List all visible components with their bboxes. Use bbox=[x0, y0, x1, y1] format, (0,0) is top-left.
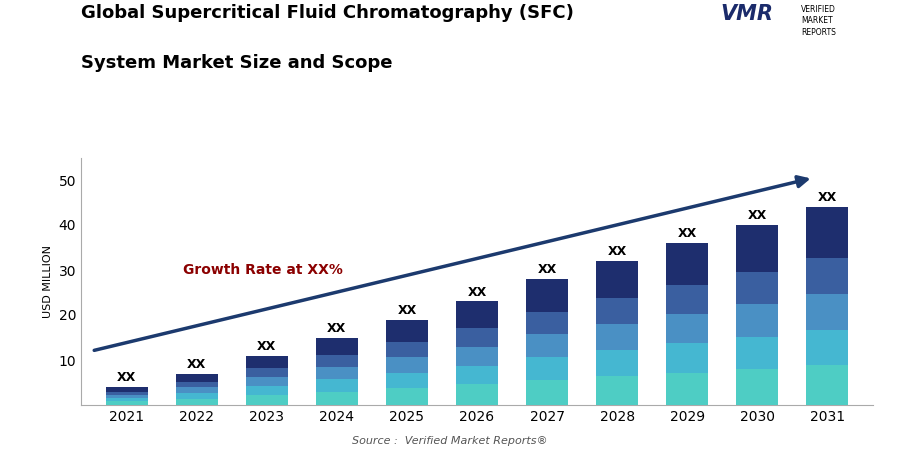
Bar bbox=[176, 387, 218, 393]
Bar bbox=[456, 302, 498, 328]
Text: XX: XX bbox=[537, 263, 557, 276]
Bar bbox=[456, 366, 498, 384]
Text: VERIFIED
MARKET
REPORTS: VERIFIED MARKET REPORTS bbox=[801, 4, 836, 37]
Bar bbox=[736, 272, 778, 304]
Bar bbox=[386, 342, 427, 357]
Bar bbox=[736, 304, 778, 337]
Bar bbox=[105, 398, 148, 401]
Bar bbox=[666, 285, 708, 314]
Bar bbox=[666, 243, 708, 285]
Bar bbox=[666, 343, 708, 373]
Bar bbox=[736, 337, 778, 369]
Bar bbox=[386, 373, 427, 388]
Text: XX: XX bbox=[678, 227, 697, 240]
Bar bbox=[386, 388, 427, 405]
Bar bbox=[456, 347, 498, 366]
Bar bbox=[105, 392, 148, 395]
Bar bbox=[246, 386, 288, 395]
Bar bbox=[596, 376, 638, 405]
Bar bbox=[176, 393, 218, 399]
Bar bbox=[596, 324, 638, 350]
Bar bbox=[316, 355, 358, 367]
Bar bbox=[806, 258, 849, 294]
Text: XX: XX bbox=[467, 286, 487, 299]
Bar bbox=[806, 330, 849, 365]
Bar bbox=[526, 312, 568, 334]
Bar bbox=[176, 399, 218, 405]
Text: XX: XX bbox=[608, 245, 626, 258]
Text: XX: XX bbox=[748, 209, 767, 222]
Bar bbox=[526, 334, 568, 357]
Bar bbox=[316, 367, 358, 379]
Bar bbox=[105, 401, 148, 405]
Bar bbox=[176, 382, 218, 387]
Text: Global Supercritical Fluid Chromatography (SFC): Global Supercritical Fluid Chromatograph… bbox=[81, 4, 574, 22]
Bar bbox=[736, 369, 778, 405]
Bar bbox=[526, 380, 568, 405]
Text: Source :  Verified Market Reports®: Source : Verified Market Reports® bbox=[352, 436, 548, 446]
Bar bbox=[105, 395, 148, 398]
Bar bbox=[806, 365, 849, 405]
Bar bbox=[456, 384, 498, 405]
Bar bbox=[806, 294, 849, 330]
Bar bbox=[246, 377, 288, 386]
Bar bbox=[526, 357, 568, 380]
Bar bbox=[596, 350, 638, 376]
Bar bbox=[596, 298, 638, 324]
Text: XX: XX bbox=[187, 358, 206, 371]
Text: XX: XX bbox=[257, 340, 276, 353]
Y-axis label: USD MILLION: USD MILLION bbox=[43, 245, 53, 318]
Text: XX: XX bbox=[328, 322, 346, 335]
Text: System Market Size and Scope: System Market Size and Scope bbox=[81, 54, 392, 72]
Bar bbox=[596, 261, 638, 298]
Bar bbox=[176, 374, 218, 382]
Bar bbox=[105, 387, 148, 392]
Text: VMR: VMR bbox=[720, 4, 773, 24]
Bar bbox=[316, 379, 358, 392]
Bar bbox=[666, 314, 708, 343]
Bar bbox=[806, 207, 849, 258]
Bar bbox=[246, 395, 288, 405]
Bar bbox=[456, 328, 498, 347]
Bar bbox=[316, 392, 358, 405]
Text: Growth Rate at XX%: Growth Rate at XX% bbox=[183, 263, 343, 277]
Text: XX: XX bbox=[397, 304, 417, 317]
Bar bbox=[246, 369, 288, 377]
Bar bbox=[736, 225, 778, 272]
Bar bbox=[386, 320, 427, 342]
Bar bbox=[386, 357, 427, 373]
Bar bbox=[246, 356, 288, 369]
Text: XX: XX bbox=[818, 191, 837, 204]
Bar bbox=[526, 279, 568, 312]
Bar bbox=[316, 338, 358, 355]
Bar bbox=[666, 373, 708, 405]
Text: XX: XX bbox=[117, 371, 136, 384]
